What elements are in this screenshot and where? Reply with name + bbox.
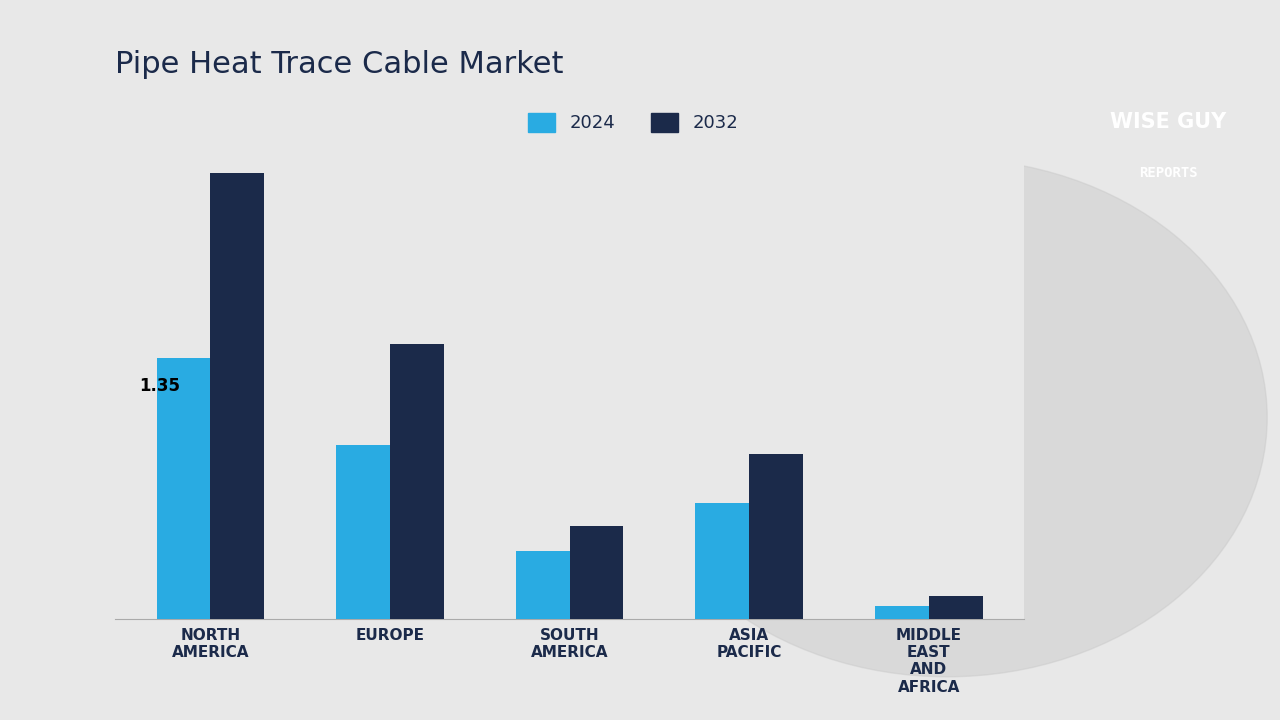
- Text: REPORTS: REPORTS: [415, 364, 579, 401]
- Text: REPORTS: REPORTS: [1139, 166, 1197, 180]
- Bar: [749, 454, 803, 619]
- Bar: [156, 358, 210, 619]
- Legend: 2024, 2032: 2024, 2032: [518, 104, 748, 141]
- Bar: [876, 606, 929, 619]
- Bar: [210, 174, 264, 619]
- Text: WISE GUY: WISE GUY: [1110, 112, 1226, 132]
- Bar: [929, 596, 983, 619]
- Bar: [570, 526, 623, 619]
- Text: Pipe Heat Trace Cable Market: Pipe Heat Trace Cable Market: [115, 50, 563, 79]
- Bar: [337, 445, 390, 619]
- Bar: [695, 503, 749, 619]
- Bar: [390, 344, 444, 619]
- Bar: [516, 552, 570, 619]
- Text: 1.35: 1.35: [138, 377, 180, 395]
- Text: WISE GUY: WISE GUY: [302, 283, 691, 351]
